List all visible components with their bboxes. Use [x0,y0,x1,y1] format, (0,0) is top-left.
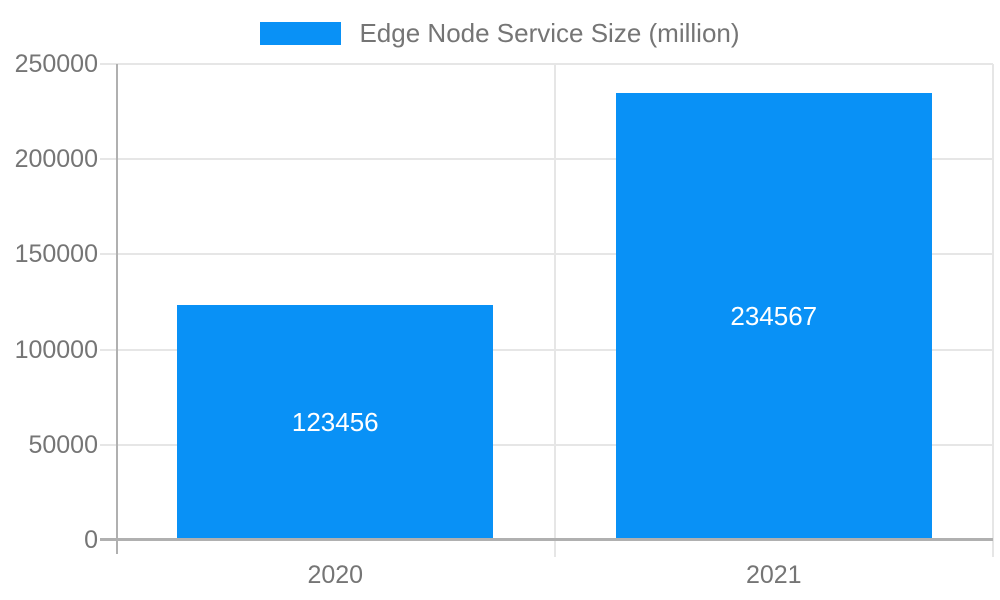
bar-value-label: 234567 [730,301,818,332]
y-axis-tick-label: 100000 [14,335,98,364]
x-axis-category-label: 2020 [307,561,364,589]
y-tick-mark [100,443,116,446]
y-tick-mark [100,158,116,161]
legend-swatch-icon [260,22,342,45]
y-tick-mark [100,253,116,256]
plot-area: 0 50000 100000 150000 200000 250000 123456 2020… [15,50,994,589]
y-axis-line [116,64,118,554]
category-boundary-line [992,64,994,540]
y-axis-tick-label: 50000 [28,430,98,459]
y-tick-mark [100,348,116,351]
y-axis-tick-label: 150000 [14,240,98,269]
chart-legend: Edge Node Service Size (million) [0,18,1000,49]
y-axis-tick-label: 200000 [14,145,98,174]
x-axis-line [100,538,993,541]
x-tick-mark [553,540,556,557]
bar[interactable]: 234567 [615,93,932,540]
legend-label: Edge Node Service Size (million) [359,18,740,48]
x-axis-category-label: 2021 [745,561,802,589]
y-axis-tick-label: 0 [84,526,98,554]
bar[interactable]: 123456 [177,304,494,540]
category-boundary-line [553,64,556,540]
bar-value-label: 123456 [291,406,379,437]
y-tick-mark [100,63,116,65]
y-axis-tick-label: 250000 [14,50,98,78]
x-tick-mark [992,540,994,557]
legend-item[interactable]: Edge Node Service Size (million) [260,18,740,49]
